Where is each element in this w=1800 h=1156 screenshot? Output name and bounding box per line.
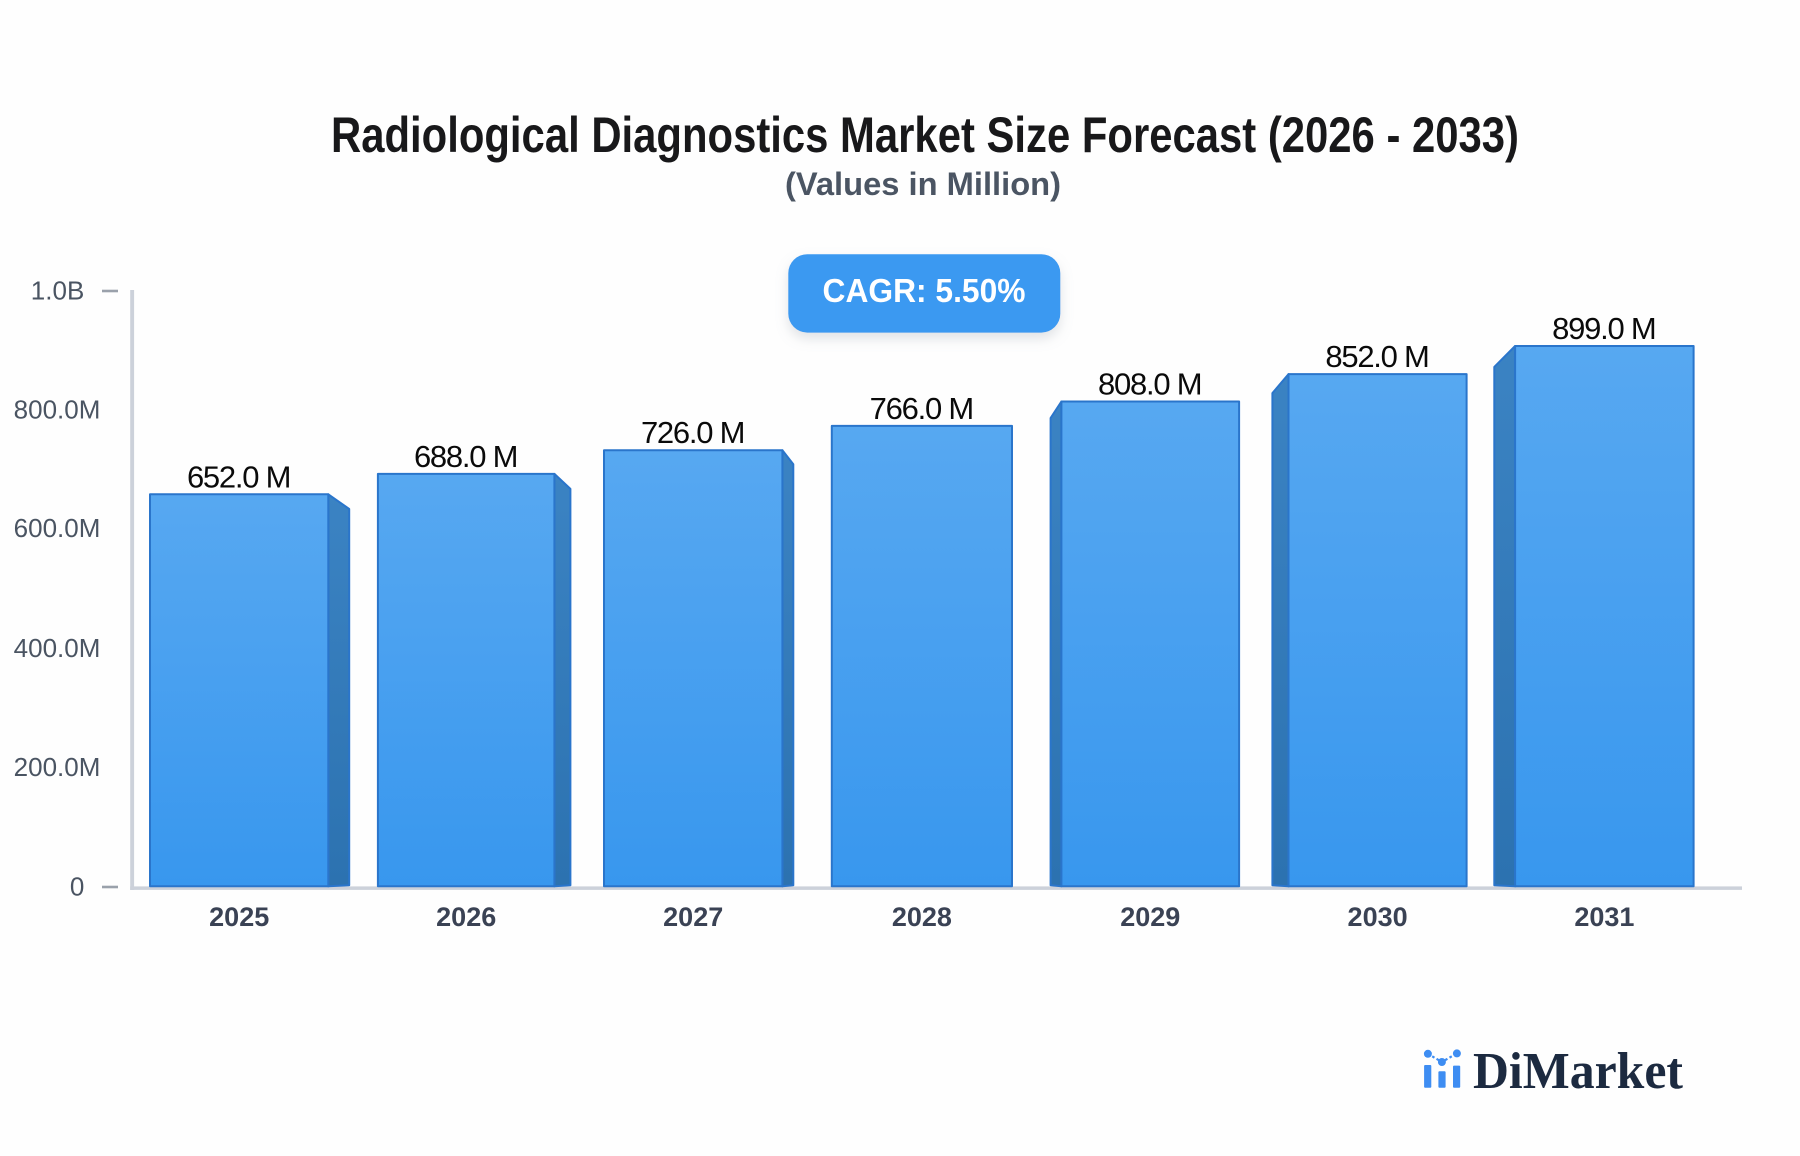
- svg-text:CAGR: 5.50%: CAGR: 5.50%: [823, 272, 1026, 309]
- svg-text:899.0 M: 899.0 M: [1552, 311, 1657, 346]
- svg-text:(Values in Million): (Values in Million): [785, 166, 1061, 202]
- svg-text:1.0B: 1.0B: [31, 276, 85, 306]
- svg-text:600.0M: 600.0M: [14, 513, 101, 543]
- svg-text:726.0 M: 726.0 M: [641, 415, 746, 450]
- svg-text:800.0M: 800.0M: [14, 394, 101, 424]
- svg-text:2028: 2028: [892, 902, 952, 932]
- svg-text:400.0M: 400.0M: [14, 633, 101, 663]
- svg-text:2025: 2025: [209, 902, 269, 932]
- svg-text:2031: 2031: [1574, 902, 1634, 932]
- svg-text:2029: 2029: [1120, 902, 1180, 932]
- svg-text:Radiological Diagnostics Marke: Radiological Diagnostics Market Size For…: [331, 107, 1519, 163]
- svg-text:200.0M: 200.0M: [14, 752, 101, 782]
- svg-text:2027: 2027: [663, 902, 723, 932]
- svg-text:2030: 2030: [1348, 902, 1408, 932]
- svg-text:766.0 M: 766.0 M: [870, 391, 975, 426]
- svg-text:DiMarket: DiMarket: [1473, 1043, 1684, 1100]
- svg-text:2026: 2026: [436, 902, 496, 932]
- svg-text:688.0 M: 688.0 M: [414, 439, 519, 474]
- svg-text:852.0 M: 852.0 M: [1325, 339, 1430, 374]
- svg-text:0: 0: [70, 872, 84, 902]
- svg-text:652.0 M: 652.0 M: [187, 459, 292, 494]
- svg-text:808.0 M: 808.0 M: [1098, 367, 1203, 402]
